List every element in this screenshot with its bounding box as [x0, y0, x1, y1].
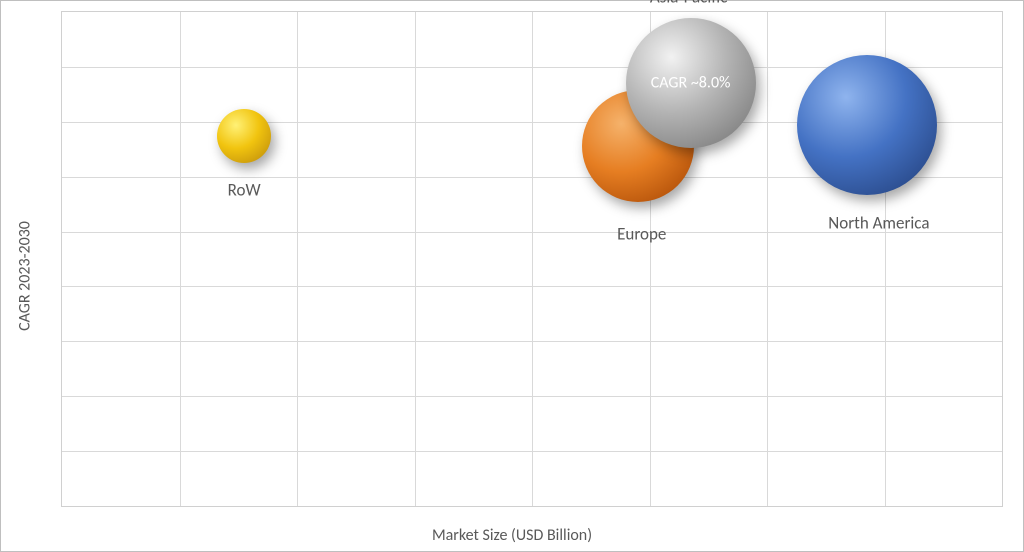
bubble-label: North America — [828, 212, 929, 233]
bubble-chart: CAGR 2023-2030 Market Size (USD Billion)… — [0, 0, 1024, 552]
bubble-north-america — [797, 55, 937, 195]
plot-area: RoWEuropeCAGR ~8.0%Asia-PacificNorth Ame… — [61, 11, 1003, 507]
bubble-inner-label: CAGR ~8.0% — [651, 74, 731, 93]
bubble-label: Asia-Pacific — [650, 0, 728, 8]
bubble-label: RoW — [228, 179, 261, 200]
x-axis-title: Market Size (USD Billion) — [432, 526, 592, 545]
bubbles-layer: RoWEuropeCAGR ~8.0%Asia-PacificNorth Ame… — [62, 12, 1002, 506]
bubble-label: Europe — [617, 224, 666, 245]
y-axis-title: CAGR 2023-2030 — [16, 221, 35, 331]
bubble-row — [217, 109, 271, 163]
